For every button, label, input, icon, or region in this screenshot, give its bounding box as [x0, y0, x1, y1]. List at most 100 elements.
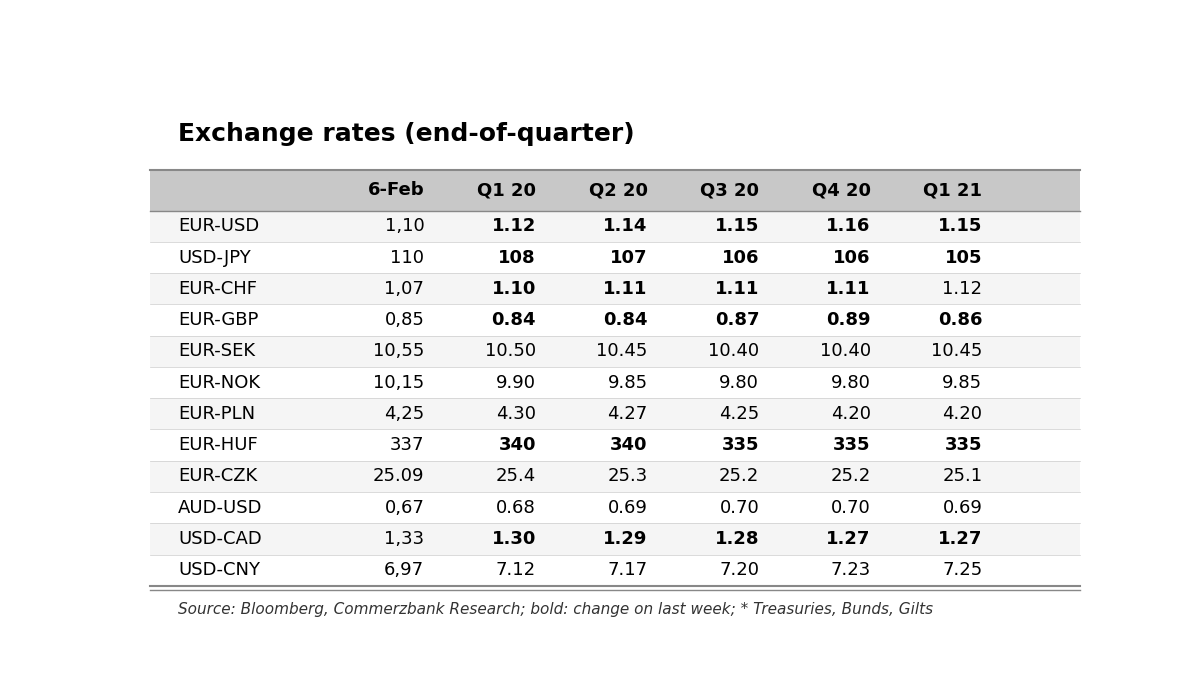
Text: 0.84: 0.84 — [492, 311, 536, 329]
Text: 10.45: 10.45 — [596, 342, 648, 360]
Text: 1.16: 1.16 — [827, 217, 871, 235]
Bar — [150, 492, 1080, 524]
Text: 335: 335 — [833, 436, 871, 454]
Text: EUR-CZK: EUR-CZK — [178, 468, 257, 485]
Text: 1.28: 1.28 — [715, 530, 760, 548]
Text: 25.09: 25.09 — [373, 468, 425, 485]
Text: 6-Feb: 6-Feb — [367, 181, 425, 200]
Text: EUR-NOK: EUR-NOK — [178, 374, 260, 391]
Text: Q1 21: Q1 21 — [923, 181, 983, 200]
Text: 107: 107 — [610, 248, 648, 267]
Text: 9.85: 9.85 — [942, 374, 983, 391]
Text: 1.27: 1.27 — [827, 530, 871, 548]
Text: 25.1: 25.1 — [942, 468, 983, 485]
Text: 1,10: 1,10 — [384, 217, 425, 235]
Text: 4.27: 4.27 — [607, 405, 648, 423]
Bar — [150, 367, 1080, 398]
Text: EUR-GBP: EUR-GBP — [178, 311, 258, 329]
Text: 9.80: 9.80 — [719, 374, 760, 391]
Text: 4.25: 4.25 — [719, 405, 760, 423]
Text: 105: 105 — [944, 248, 983, 267]
Text: 0.84: 0.84 — [604, 311, 648, 329]
Text: 0.89: 0.89 — [827, 311, 871, 329]
Text: 1.15: 1.15 — [938, 217, 983, 235]
Text: 4,25: 4,25 — [384, 405, 425, 423]
Text: 9.80: 9.80 — [830, 374, 871, 391]
Bar — [150, 336, 1080, 367]
Bar — [150, 554, 1080, 586]
Text: 7.17: 7.17 — [607, 561, 648, 579]
Bar — [150, 242, 1080, 273]
Text: Q2 20: Q2 20 — [588, 181, 648, 200]
Text: 4.30: 4.30 — [496, 405, 536, 423]
Text: 4.20: 4.20 — [830, 405, 871, 423]
Bar — [150, 304, 1080, 336]
Text: USD-CNY: USD-CNY — [178, 561, 260, 579]
Text: 1.11: 1.11 — [715, 280, 760, 298]
Text: 1.15: 1.15 — [715, 217, 760, 235]
Text: 7.12: 7.12 — [496, 561, 536, 579]
Text: 0.69: 0.69 — [942, 498, 983, 517]
Text: 1,33: 1,33 — [384, 530, 425, 548]
Text: 25.4: 25.4 — [496, 468, 536, 485]
Bar — [150, 398, 1080, 430]
Text: Q1 20: Q1 20 — [476, 181, 536, 200]
Bar — [150, 211, 1080, 242]
Text: Exchange rates (end-of-quarter): Exchange rates (end-of-quarter) — [178, 122, 635, 146]
Text: Q4 20: Q4 20 — [811, 181, 871, 200]
Text: 10,15: 10,15 — [373, 374, 425, 391]
Text: 25.2: 25.2 — [719, 468, 760, 485]
Text: 0.68: 0.68 — [497, 498, 536, 517]
Bar — [150, 461, 1080, 492]
Text: 10,55: 10,55 — [373, 342, 425, 360]
Text: 1.29: 1.29 — [604, 530, 648, 548]
Text: Source: Bloomberg, Commerzbank Research; bold: change on last week; * Treasuries: Source: Bloomberg, Commerzbank Research;… — [178, 602, 934, 617]
Text: 1,07: 1,07 — [384, 280, 425, 298]
Text: 335: 335 — [721, 436, 760, 454]
Text: 0.69: 0.69 — [607, 498, 648, 517]
Text: 7.20: 7.20 — [719, 561, 760, 579]
Text: 0,67: 0,67 — [384, 498, 425, 517]
Text: 0.70: 0.70 — [830, 498, 871, 517]
Text: 6,97: 6,97 — [384, 561, 425, 579]
Text: 340: 340 — [610, 436, 648, 454]
Bar — [150, 430, 1080, 461]
Text: EUR-USD: EUR-USD — [178, 217, 259, 235]
Text: 110: 110 — [390, 248, 425, 267]
Text: 340: 340 — [498, 436, 536, 454]
Text: Q3 20: Q3 20 — [700, 181, 760, 200]
Text: 1.27: 1.27 — [938, 530, 983, 548]
Text: 4.20: 4.20 — [942, 405, 983, 423]
Text: 106: 106 — [721, 248, 760, 267]
Text: 10.40: 10.40 — [708, 342, 760, 360]
Bar — [150, 170, 1080, 211]
Text: 0.87: 0.87 — [715, 311, 760, 329]
Text: 10.40: 10.40 — [820, 342, 871, 360]
Text: 1.10: 1.10 — [492, 280, 536, 298]
Text: AUD-USD: AUD-USD — [178, 498, 263, 517]
Text: EUR-PLN: EUR-PLN — [178, 405, 256, 423]
Text: 0.86: 0.86 — [938, 311, 983, 329]
Text: 1.12: 1.12 — [942, 280, 983, 298]
Text: 335: 335 — [944, 436, 983, 454]
Text: 1.14: 1.14 — [604, 217, 648, 235]
Text: 106: 106 — [833, 248, 871, 267]
Text: 10.45: 10.45 — [931, 342, 983, 360]
Text: EUR-HUF: EUR-HUF — [178, 436, 258, 454]
Text: 25.2: 25.2 — [830, 468, 871, 485]
Text: 1.12: 1.12 — [492, 217, 536, 235]
Bar — [150, 524, 1080, 554]
Text: USD-CAD: USD-CAD — [178, 530, 262, 548]
Text: 1.11: 1.11 — [827, 280, 871, 298]
Text: 9.90: 9.90 — [496, 374, 536, 391]
Text: EUR-CHF: EUR-CHF — [178, 280, 257, 298]
Text: 7.25: 7.25 — [942, 561, 983, 579]
Text: 9.85: 9.85 — [607, 374, 648, 391]
Text: 10.50: 10.50 — [485, 342, 536, 360]
Text: 25.3: 25.3 — [607, 468, 648, 485]
Text: 7.23: 7.23 — [830, 561, 871, 579]
Text: 0,85: 0,85 — [384, 311, 425, 329]
Text: 337: 337 — [390, 436, 425, 454]
Text: USD-JPY: USD-JPY — [178, 248, 251, 267]
Text: 108: 108 — [498, 248, 536, 267]
